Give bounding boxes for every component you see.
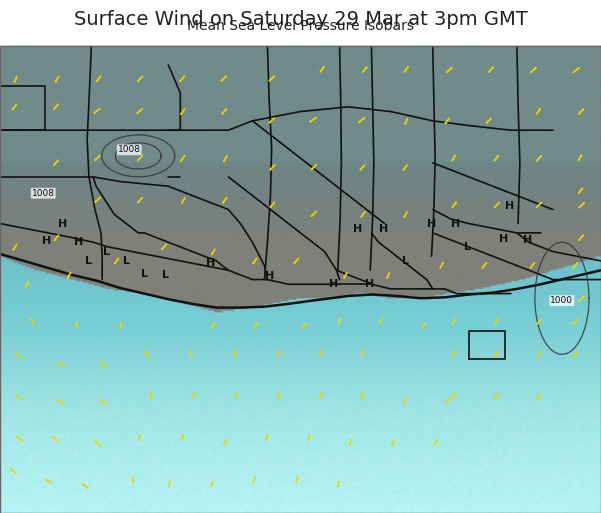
Text: H: H	[505, 201, 514, 211]
Text: 1008: 1008	[118, 145, 141, 154]
Text: H: H	[499, 233, 508, 244]
Text: L: L	[464, 242, 471, 252]
Text: H: H	[42, 236, 52, 246]
Text: L: L	[85, 256, 93, 266]
Text: L: L	[103, 247, 111, 256]
Text: H: H	[58, 219, 68, 229]
Text: 1008: 1008	[32, 189, 55, 198]
Text: Surface Wind on Saturday 29 Mar at 3pm GMT: Surface Wind on Saturday 29 Mar at 3pm G…	[74, 10, 527, 29]
Text: L: L	[402, 256, 409, 266]
Text: L: L	[162, 270, 169, 280]
Text: H: H	[329, 279, 338, 289]
Text: H: H	[451, 220, 460, 229]
Text: Mean Sea Level Pressure Isobars: Mean Sea Level Pressure Isobars	[187, 19, 414, 33]
Text: H: H	[365, 279, 374, 289]
Text: 1000: 1000	[551, 296, 573, 305]
Text: L: L	[141, 269, 148, 279]
Text: H: H	[206, 258, 215, 268]
Text: H: H	[73, 237, 83, 247]
Text: L: L	[123, 256, 130, 266]
Text: H: H	[523, 235, 532, 245]
Text: H: H	[264, 271, 274, 281]
Text: H: H	[379, 224, 388, 234]
Text: H: H	[427, 220, 436, 229]
Text: H: H	[353, 224, 362, 234]
